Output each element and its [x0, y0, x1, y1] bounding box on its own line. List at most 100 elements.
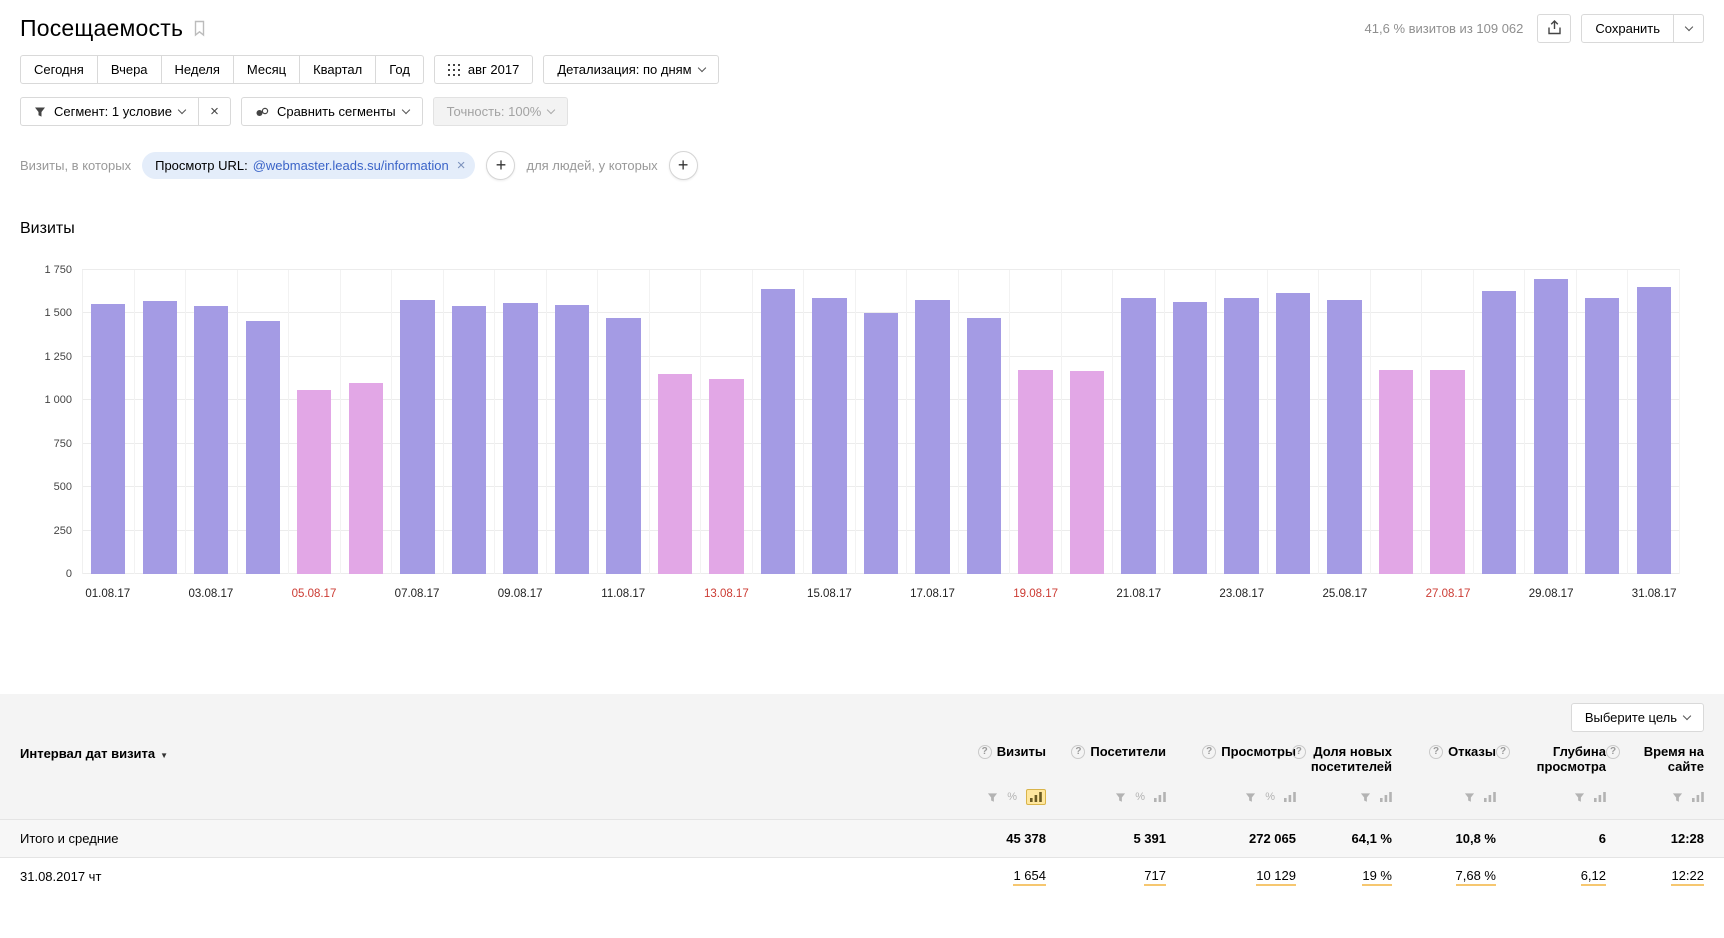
bars-filter-icon[interactable]	[1284, 792, 1296, 802]
bars-filter-icon[interactable]	[1154, 792, 1166, 802]
period-tab[interactable]: Неделя	[160, 55, 234, 84]
help-icon[interactable]: ?	[977, 745, 992, 759]
column-header[interactable]: ? Посетители	[1046, 744, 1166, 774]
x-tick-label: 29.08.17	[1528, 588, 1574, 600]
bars-filter-icon[interactable]	[1692, 792, 1704, 802]
chevron-down-icon	[401, 105, 410, 114]
save-button[interactable]: Сохранить	[1581, 14, 1674, 43]
bars-filter-icon[interactable]	[1594, 792, 1606, 802]
funnel-filter-icon[interactable]	[1245, 792, 1256, 803]
bar[interactable]	[1275, 293, 1311, 574]
bar[interactable]	[1327, 299, 1362, 574]
funnel-filter-icon[interactable]	[1464, 792, 1475, 803]
url-filter-chip[interactable]: Просмотр URL: @webmaster.leads.su/inform…	[142, 152, 476, 179]
bar[interactable]	[657, 374, 693, 574]
bar[interactable]	[1121, 297, 1156, 574]
bars-filter-icon[interactable]	[1484, 792, 1496, 802]
period-tab[interactable]: Месяц	[232, 55, 301, 84]
funnel-filter-icon[interactable]	[1115, 792, 1126, 803]
column-header[interactable]: ? Отказы	[1392, 744, 1496, 774]
help-icon[interactable]: ?	[1429, 745, 1444, 759]
dimension-header[interactable]: Интервал дат визита ▼	[20, 744, 946, 761]
bar[interactable]	[297, 389, 332, 574]
bar[interactable]	[1533, 278, 1568, 574]
table-row[interactable]: 31.08.2017 чт 1 654 717 10 129 19 % 7,68 % 6,1…	[0, 857, 1724, 895]
funnel-filter-icon[interactable]	[1360, 792, 1371, 803]
table-row[interactable]: Итого и средние 45 378 5 391 272 065 64,1 % 1…	[0, 819, 1724, 857]
bar[interactable]	[1378, 369, 1414, 574]
bar[interactable]	[245, 321, 280, 574]
period-tab[interactable]: Квартал	[299, 55, 377, 84]
chip-label: Просмотр URL:	[155, 158, 248, 173]
export-button[interactable]	[1537, 14, 1572, 43]
column-header[interactable]: ? Время на сайте	[1606, 744, 1704, 774]
bar[interactable]	[91, 303, 126, 574]
detail-level-button[interactable]: Детализация: по дням	[543, 55, 719, 84]
bar-cell	[495, 270, 547, 574]
segment-clear-button[interactable]: ×	[198, 97, 231, 126]
bar[interactable]	[1069, 370, 1105, 574]
chip-remove-icon[interactable]: ×	[456, 157, 466, 174]
bar[interactable]	[554, 304, 590, 574]
column-header[interactable]: ? Глубина просмотра	[1496, 744, 1606, 774]
bar[interactable]	[709, 379, 744, 574]
help-icon[interactable]: ?	[1071, 745, 1086, 759]
funnel-filter-icon[interactable]	[1574, 792, 1585, 803]
select-goal-button[interactable]: Выберите цель	[1570, 703, 1704, 732]
compare-segments-button[interactable]: Сравнить сегменты	[240, 97, 423, 126]
save-dropdown-button[interactable]	[1674, 14, 1704, 43]
period-tab[interactable]: Вчера	[96, 55, 162, 84]
bar[interactable]	[1018, 369, 1053, 574]
bar[interactable]	[348, 382, 383, 574]
chip-url-link[interactable]: @webmaster.leads.su/information	[252, 158, 449, 173]
bookmark-icon[interactable]	[193, 20, 206, 37]
add-visit-condition-button[interactable]: +	[486, 151, 516, 180]
help-icon[interactable]: ?	[1496, 745, 1510, 759]
percent-filter-icon[interactable]: %	[1265, 790, 1275, 803]
dimension-header-label: Интервал дат визита	[20, 746, 156, 761]
month-picker-button[interactable]: авг 2017	[433, 55, 534, 84]
help-icon[interactable]: ?	[1202, 745, 1217, 759]
column-header[interactable]: ? Визиты	[946, 744, 1046, 774]
bar[interactable]	[1636, 286, 1671, 574]
period-tab[interactable]: Сегодня	[20, 55, 98, 84]
bar[interactable]	[451, 305, 487, 574]
bar-cell	[959, 270, 1011, 574]
accuracy-button[interactable]: Точность: 100%	[432, 97, 569, 126]
percent-filter-icon[interactable]: %	[1135, 790, 1145, 803]
chevron-down-icon	[1684, 22, 1693, 31]
bar[interactable]	[194, 305, 229, 574]
column-header[interactable]: ? Доля новых посетителей	[1291, 744, 1392, 774]
add-people-condition-button[interactable]: +	[668, 151, 698, 180]
bar[interactable]	[1172, 302, 1208, 574]
x-tick-label: 25.08.17	[1322, 588, 1368, 600]
bar[interactable]	[1585, 297, 1620, 574]
bar[interactable]	[142, 301, 177, 574]
column-filter-icons: %	[1046, 789, 1166, 805]
bar[interactable]	[760, 289, 796, 574]
funnel-filter-icon[interactable]	[1672, 792, 1683, 803]
bar[interactable]	[1482, 290, 1517, 574]
bar[interactable]	[606, 317, 641, 574]
funnel-filter-icon[interactable]	[987, 792, 998, 803]
column-header[interactable]: ? Просмотры	[1166, 744, 1296, 774]
row-label[interactable]: 31.08.2017 чт	[20, 869, 102, 884]
bar[interactable]	[503, 303, 538, 574]
help-icon[interactable]: ?	[1291, 745, 1306, 759]
metric-value: 272 065	[1249, 831, 1296, 846]
bar[interactable]	[915, 299, 950, 574]
help-icon[interactable]: ?	[1606, 745, 1620, 759]
x-axis-cell	[752, 578, 804, 604]
bar[interactable]	[400, 299, 435, 574]
percent-filter-icon[interactable]: %	[1007, 790, 1017, 803]
bars-filter-icon[interactable]	[1026, 789, 1046, 805]
period-tab[interactable]: Год	[375, 55, 424, 84]
bars-filter-icon[interactable]	[1380, 792, 1392, 802]
bar[interactable]	[1224, 297, 1259, 574]
x-tick-label: 09.08.17	[497, 588, 543, 600]
bar[interactable]	[966, 317, 1002, 574]
bar[interactable]	[863, 312, 899, 574]
bar[interactable]	[812, 297, 847, 574]
bar[interactable]	[1430, 369, 1465, 574]
segment-button[interactable]: Сегмент: 1 условие	[20, 97, 199, 126]
